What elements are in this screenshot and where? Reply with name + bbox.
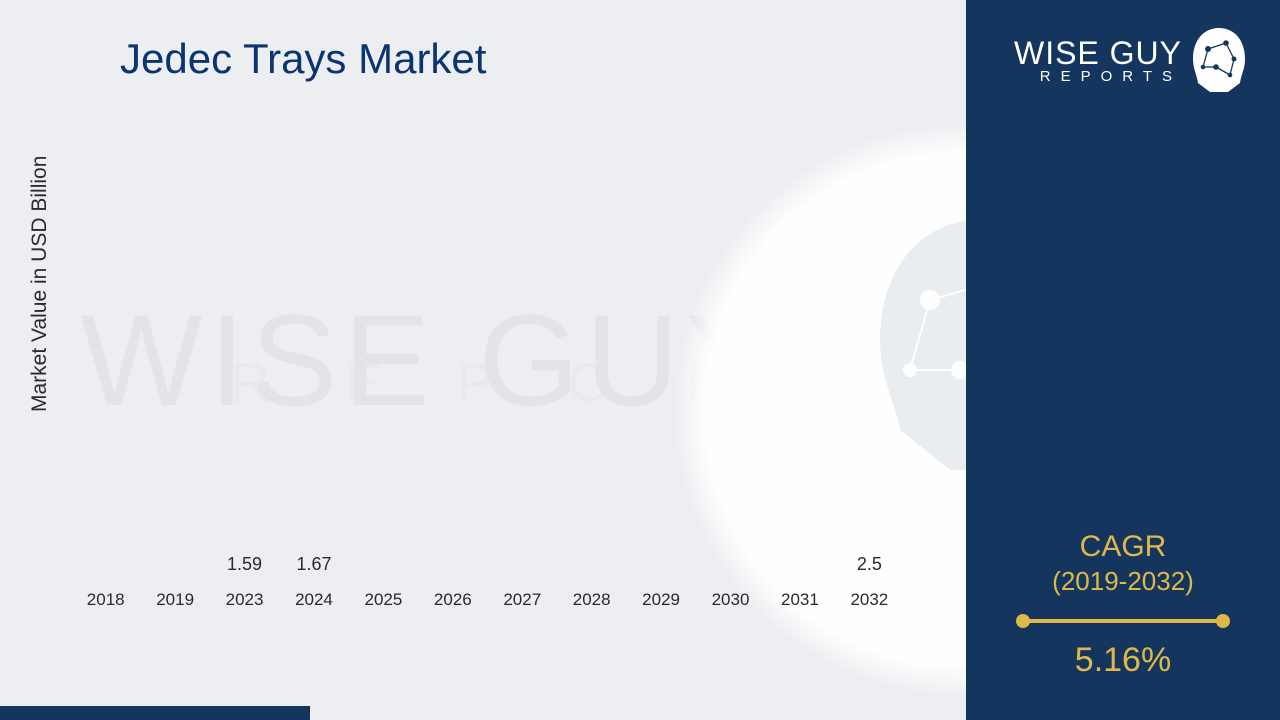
right-panel: CAGR (2019-2032) 5.16%: [966, 0, 1280, 720]
chart-area: 1.59 1.67 2.5: [75, 150, 900, 580]
cagr-block: CAGR (2019-2032) 5.16%: [966, 530, 1280, 680]
brand-head-icon: [1188, 25, 1250, 95]
brand-name: WISE GUY: [1014, 35, 1182, 72]
x-axis-labels: 2018 2019 2023 2024 2025 2026 2027 2028 2029 2030…: [75, 584, 900, 610]
bottom-stripe: [0, 706, 310, 720]
x-tick-label: 2031: [773, 584, 826, 610]
x-tick-label: 2030: [704, 584, 757, 610]
x-tick-label: 2024: [287, 584, 340, 610]
bar-value-label: 1.67: [287, 554, 340, 575]
brand-sub: REPORTS: [1014, 68, 1182, 85]
y-axis-label: Market Value in USD Billion: [28, 156, 52, 412]
cagr-value: 5.16%: [966, 641, 1280, 680]
bar-value-label: 1.59: [218, 554, 271, 575]
x-tick-label: 2028: [565, 584, 618, 610]
x-tick-label: 2018: [79, 584, 132, 610]
x-tick-label: 2019: [148, 584, 201, 610]
chart-title: Jedec Trays Market: [120, 35, 486, 83]
brand-logo: WISE GUY REPORTS: [990, 20, 1250, 100]
bar-value-label: 2.5: [843, 554, 896, 575]
cagr-range: (2019-2032): [966, 566, 1280, 597]
x-tick-label: 2027: [496, 584, 549, 610]
x-tick-label: 2025: [357, 584, 410, 610]
x-tick-label: 2029: [634, 584, 687, 610]
x-tick-label: 2023: [218, 584, 271, 610]
x-tick-label: 2032: [843, 584, 896, 610]
cagr-divider: [1023, 619, 1223, 623]
cagr-title: CAGR: [966, 530, 1280, 564]
x-tick-label: 2026: [426, 584, 479, 610]
